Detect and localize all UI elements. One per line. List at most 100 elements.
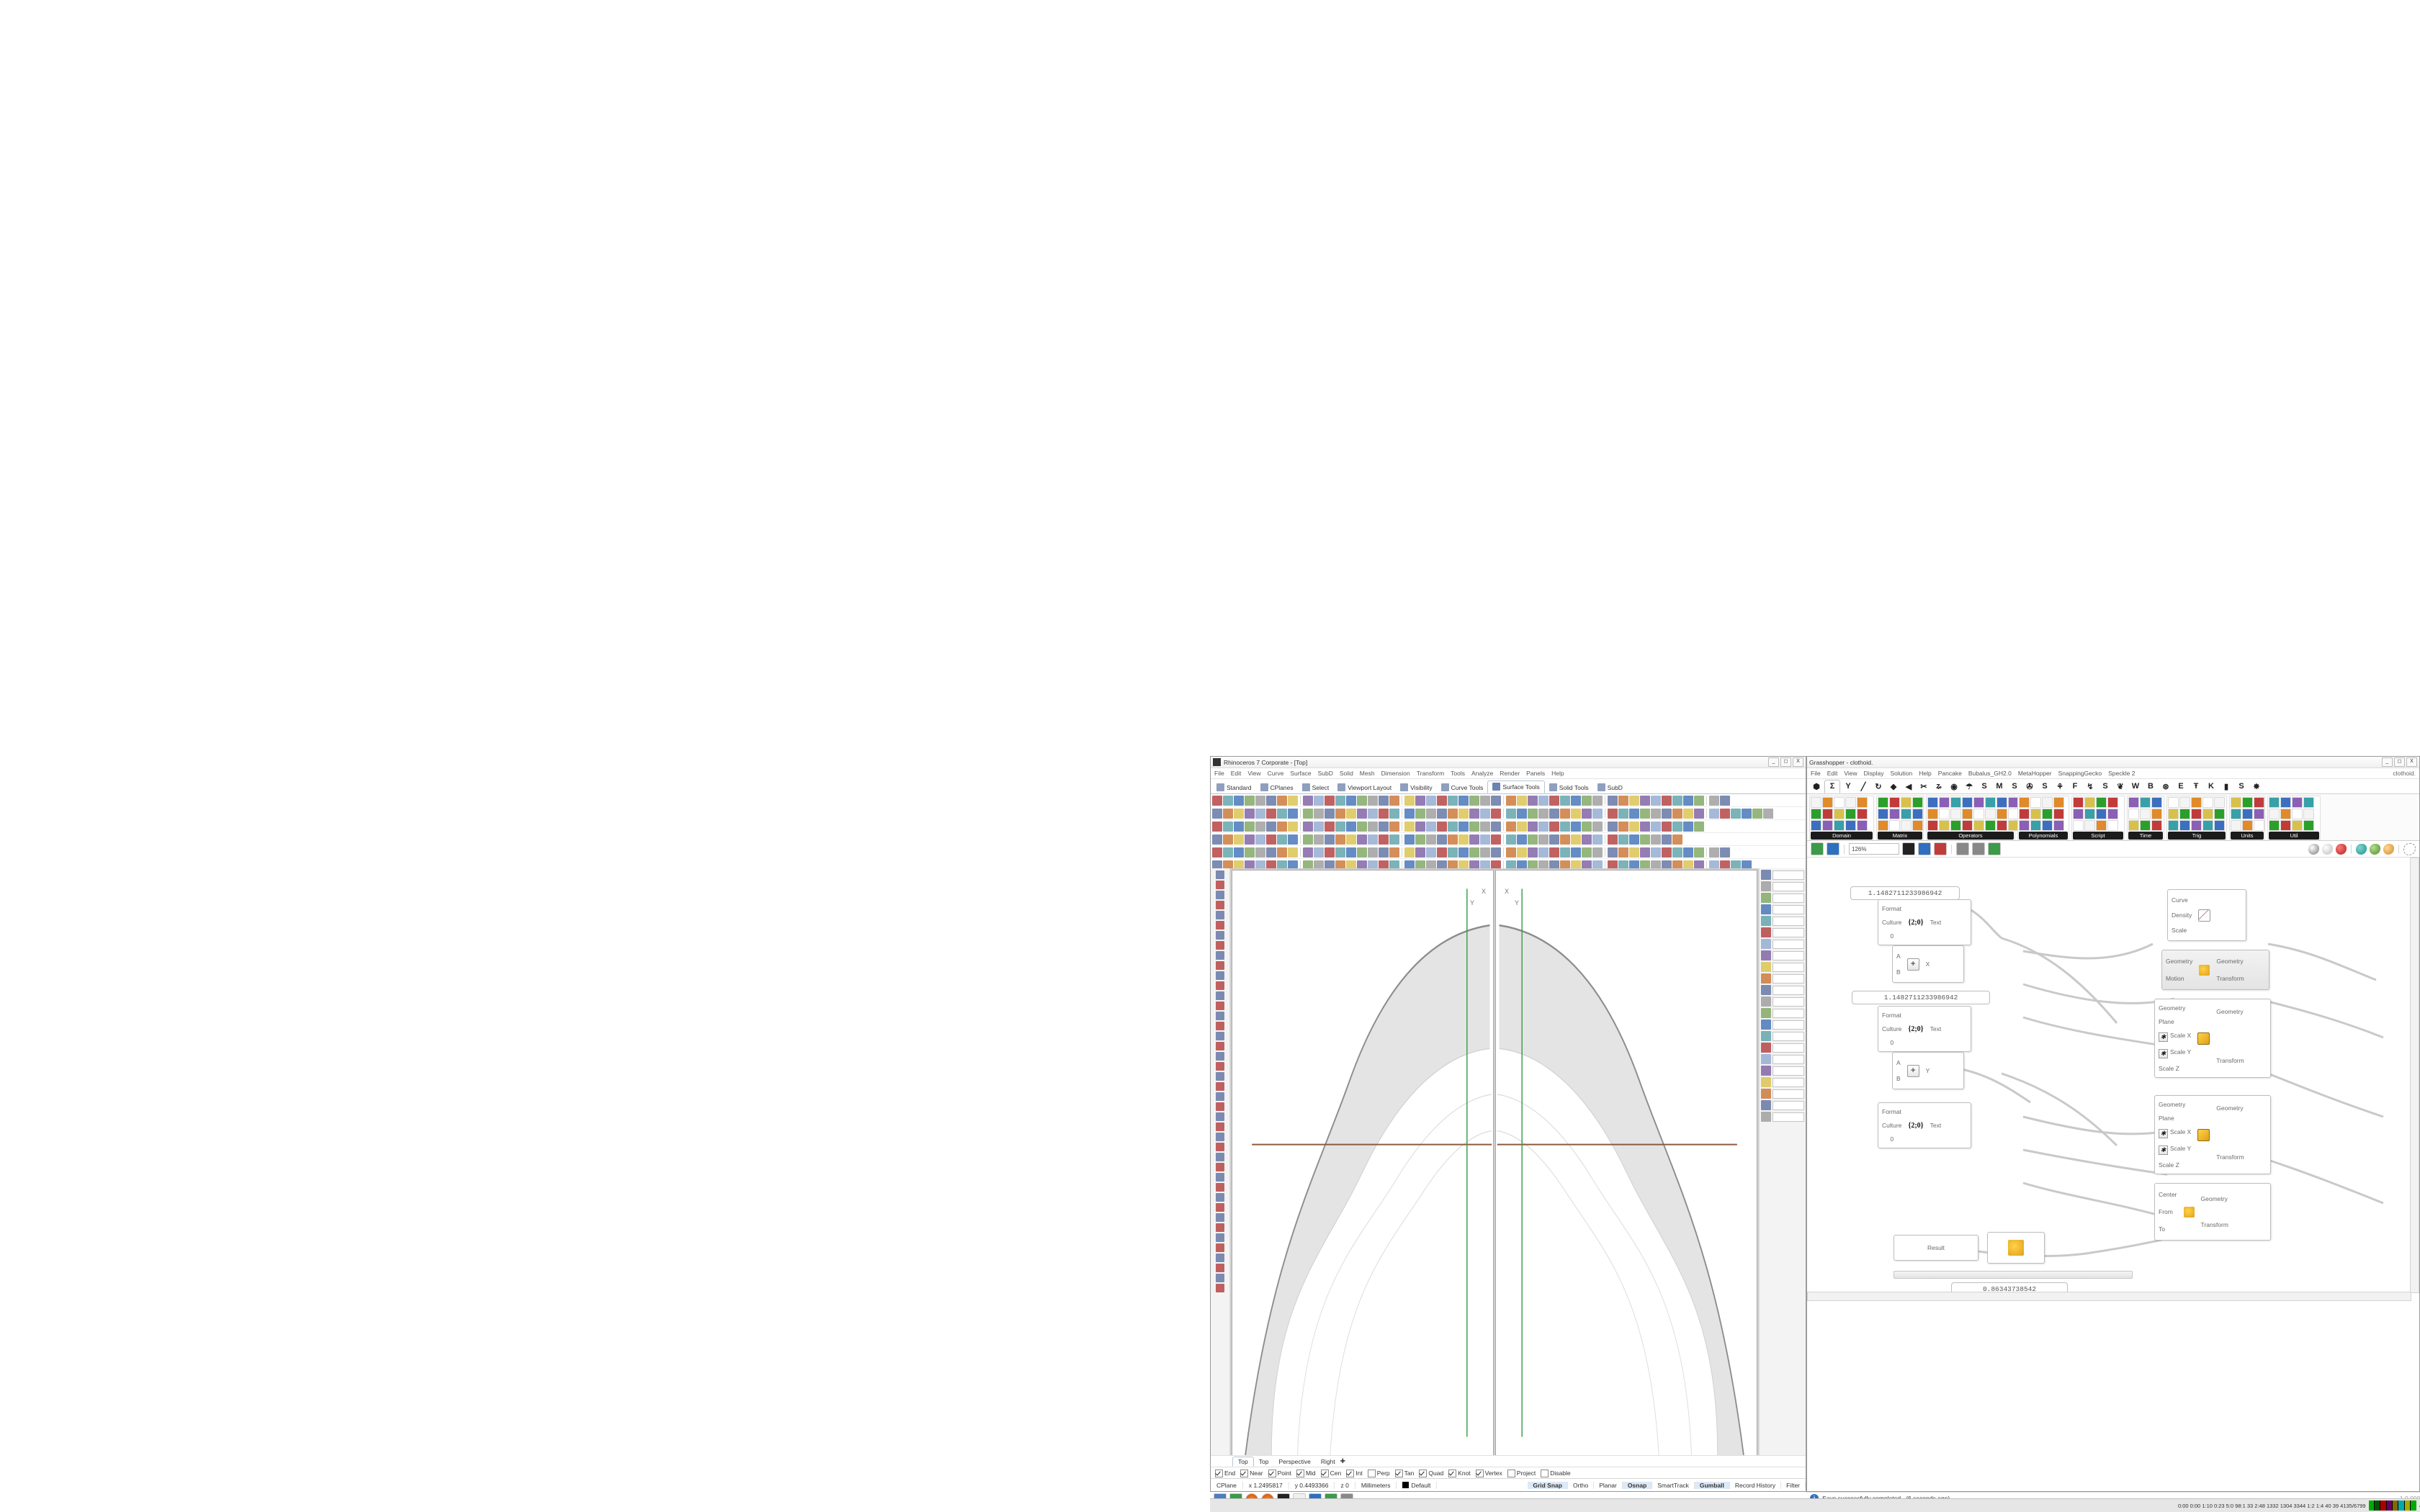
rhino-tool-icon[interactable] [1528, 834, 1538, 845]
rhino-side-icon[interactable] [1216, 1052, 1224, 1061]
gh-component-icon[interactable] [1985, 797, 1996, 808]
gh-component-icon[interactable] [1822, 797, 1833, 808]
osnap-checkbox[interactable] [1448, 1469, 1457, 1477]
gh-component-icon[interactable] [2073, 797, 2084, 808]
rhino-panel-icon[interactable] [1761, 893, 1771, 903]
rhino-tool-icon[interactable] [1640, 834, 1650, 845]
rhino-tool-icon[interactable] [1255, 795, 1265, 806]
rhino-tool-icon[interactable] [1560, 795, 1570, 806]
rhino-tool-icon[interactable] [1357, 834, 1367, 845]
gh-component-icon[interactable] [1973, 809, 1984, 819]
rhino-tool-icon[interactable] [1694, 795, 1704, 806]
rhino-tool-icon[interactable] [1608, 847, 1618, 858]
shade-mode-1-icon[interactable] [2308, 843, 2319, 855]
rhino-panel-icon[interactable] [1761, 962, 1771, 972]
rhino-panel-field[interactable] [1773, 1020, 1804, 1030]
gh-component-icon[interactable] [2292, 809, 2303, 819]
rhino-side-icon[interactable] [1216, 961, 1224, 970]
rhino-tool-icon[interactable] [1608, 834, 1618, 845]
rhino-tool-icon[interactable] [1629, 860, 1639, 870]
osnap-perp[interactable]: Perp [1367, 1469, 1390, 1477]
rhino-tool-icon[interactable] [1357, 795, 1367, 806]
move-node[interactable]: Geometry Motion Geometry Transform [2161, 950, 2269, 990]
gh-component-icon[interactable] [1996, 797, 2007, 808]
rhino-tool-icon[interactable] [1672, 847, 1682, 858]
gh-component-icon[interactable] [2019, 809, 2030, 819]
rhino-tool-icon[interactable] [1608, 860, 1618, 870]
gh-component-icon[interactable] [1939, 809, 1950, 819]
rhino-tool-icon[interactable] [1266, 795, 1276, 806]
rhino-tool-icon[interactable] [1437, 847, 1447, 858]
rhino-tool-icon[interactable] [1379, 834, 1389, 845]
rhino-tool-icon[interactable] [1538, 834, 1549, 845]
status-z[interactable]: z 0 [1335, 1481, 1355, 1489]
rhino-tool-icon[interactable] [1592, 860, 1603, 870]
rhino-side-icon[interactable] [1216, 1102, 1224, 1111]
gh-component-icon[interactable] [2084, 820, 2095, 831]
gh-component-icon[interactable] [2042, 820, 2053, 831]
rhino-panel-field[interactable] [1773, 1112, 1804, 1122]
rhino-panel-icon[interactable] [1761, 1100, 1771, 1110]
status-toggle-planar[interactable]: Planar [1594, 1481, 1623, 1489]
rhino-tool-icon[interactable] [1404, 808, 1415, 819]
rhino-tool-icon[interactable] [1549, 808, 1559, 819]
gh-component-icon[interactable] [2151, 820, 2162, 831]
rhino-tool-icon[interactable] [1255, 834, 1265, 845]
gh-tab-0[interactable]: ⬢ [1813, 782, 1820, 791]
rhino-menu-tools[interactable]: Tools [1451, 770, 1466, 777]
rhino-tool-icon[interactable] [1389, 847, 1399, 858]
rhino-panel-field[interactable] [1773, 950, 1804, 960]
rhino-tool-icon[interactable] [1458, 847, 1469, 858]
rhino-side-icon[interactable] [1216, 1223, 1224, 1232]
rhino-side-icon[interactable] [1216, 1153, 1224, 1161]
rhino-tool-icon[interactable] [1683, 847, 1693, 858]
rhino-tool-icon[interactable] [1266, 834, 1276, 845]
rhino-panel-field[interactable] [1773, 962, 1804, 972]
gh-component-icon[interactable] [1996, 820, 2007, 831]
rhino-side-icon[interactable] [1216, 1112, 1224, 1121]
rhino-tool-icon[interactable] [1346, 834, 1356, 845]
rhino-tool-icon[interactable] [1379, 808, 1389, 819]
gh-component-icon[interactable] [1962, 797, 1973, 808]
rhino-tool-icon[interactable] [1618, 860, 1628, 870]
rhino-tool-icon[interactable] [1245, 834, 1255, 845]
rhino-status-bar[interactable]: CPlane x 1.2495817 y 0.4493366 z 0 Millimete… [1211, 1478, 1806, 1491]
gh-component-icon[interactable] [2053, 797, 2064, 808]
rhino-tool-icon[interactable] [1506, 808, 1516, 819]
rhino-tool-icon[interactable] [1742, 808, 1752, 819]
minimize-icon[interactable]: _ [1768, 757, 1779, 767]
gh-tab-15[interactable]: S [2042, 782, 2048, 791]
gh-minimize-icon[interactable]: _ [2382, 757, 2393, 767]
rhino-tool-icon[interactable] [1720, 808, 1730, 819]
rhino-tool-icon[interactable] [1517, 834, 1527, 845]
gh-component-icon[interactable] [2140, 809, 2151, 819]
rhino-tool-icon[interactable] [1629, 808, 1639, 819]
rhino-tool-icon[interactable] [1335, 860, 1345, 870]
rhino-tool-icon[interactable] [1368, 808, 1378, 819]
rhino-tool-icon[interactable] [1538, 847, 1549, 858]
rhino-side-icon[interactable] [1216, 1183, 1224, 1192]
rhino-side-icon[interactable] [1216, 1143, 1224, 1151]
rhino-tool-icon[interactable] [1212, 834, 1222, 845]
rhino-tool-icon[interactable] [1277, 808, 1287, 819]
viewport-top-right[interactable]: X Y [1495, 870, 1757, 1456]
rhino-window-buttons[interactable]: _ ◻ X [1768, 757, 1803, 767]
rhino-tool-icon[interactable] [1303, 834, 1313, 845]
osnap-checkbox[interactable] [1367, 1469, 1376, 1477]
rhino-tool-icon[interactable] [1731, 808, 1741, 819]
rhino-tool-icon[interactable] [1491, 821, 1501, 832]
gh-component-icon[interactable] [2019, 820, 2030, 831]
rhino-tool-icon[interactable] [1672, 795, 1682, 806]
gh-component-icon[interactable] [2214, 809, 2225, 819]
rhino-tool-icon[interactable] [1448, 808, 1458, 819]
osnap-checkbox[interactable] [1240, 1469, 1249, 1477]
rhino-tool-icon[interactable] [1571, 847, 1581, 858]
gh-component-icon[interactable] [2096, 809, 2107, 819]
gh-component-icon[interactable] [1878, 820, 1888, 831]
rhino-tool-icon[interactable] [1212, 821, 1222, 832]
rhino-tool-icon[interactable] [1517, 847, 1527, 858]
rhino-tool-icon[interactable] [1752, 808, 1762, 819]
rhino-menu-subd[interactable]: SubD [1317, 770, 1333, 777]
gh-component-icon[interactable] [2292, 797, 2303, 808]
rhino-tab-curve-tools[interactable]: Curve Tools [1437, 782, 1488, 793]
